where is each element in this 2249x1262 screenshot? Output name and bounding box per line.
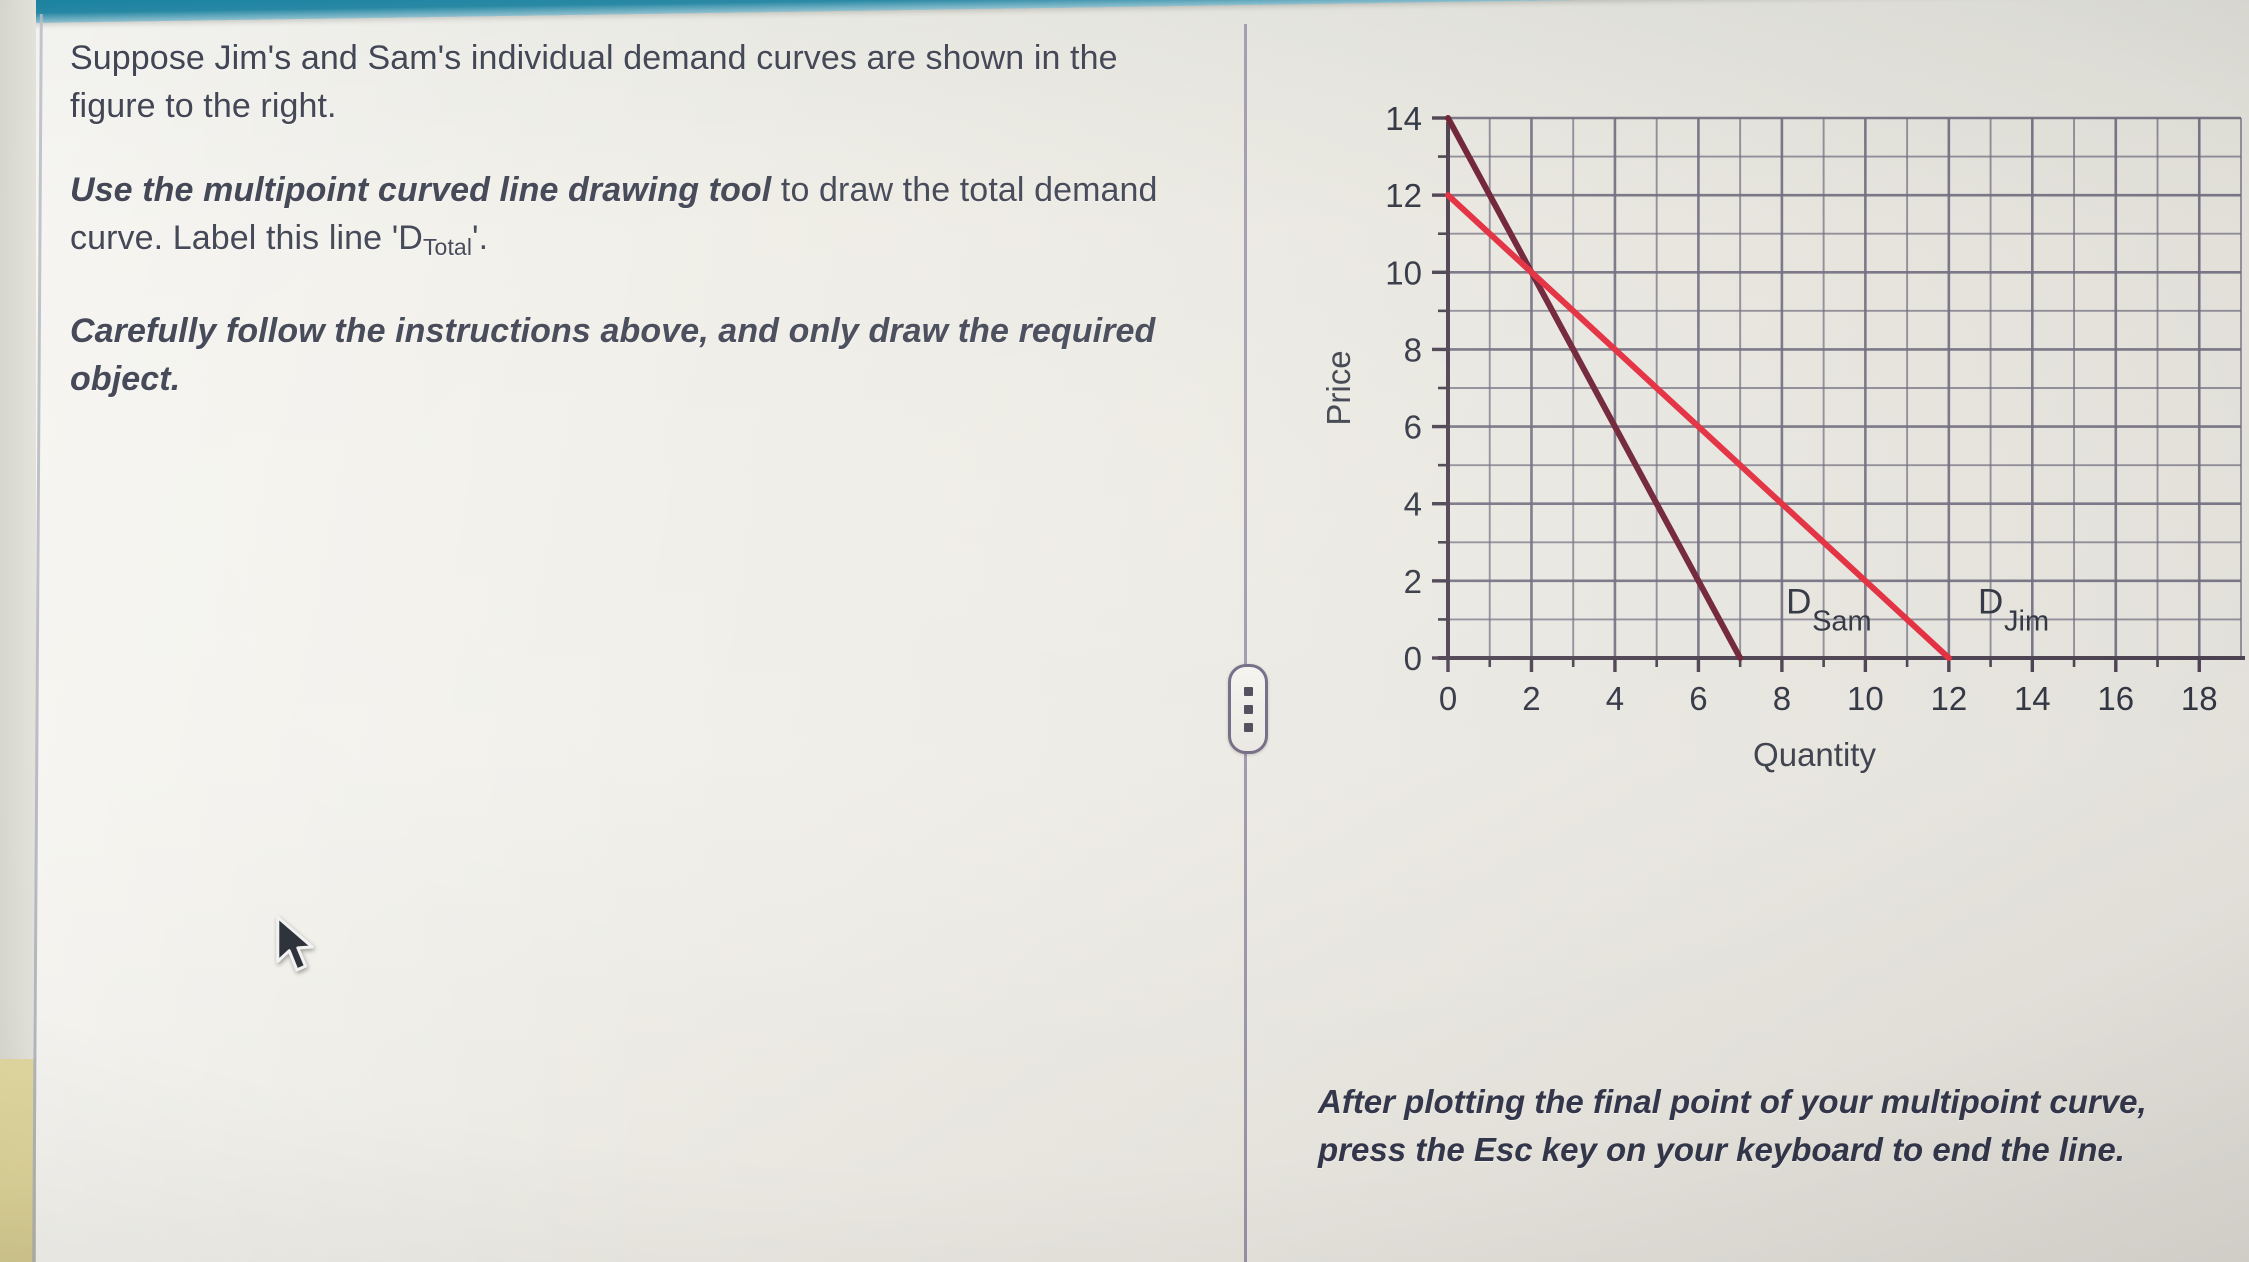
x-tick-label: 6 bbox=[1689, 680, 1707, 717]
x-tick-label: 10 bbox=[1847, 680, 1884, 717]
y-tick-label: 0 bbox=[1404, 640, 1422, 677]
y-tick-label: 4 bbox=[1404, 486, 1422, 523]
x-tick-label: 8 bbox=[1773, 680, 1791, 717]
curve-label-main: D bbox=[1978, 583, 2003, 622]
y-tick-label: 6 bbox=[1404, 409, 1422, 446]
y-tick-label: 2 bbox=[1404, 563, 1422, 600]
x-tick-label: 16 bbox=[2097, 680, 2134, 717]
chart-ticks bbox=[1432, 116, 2201, 672]
handle-dot-3 bbox=[1243, 722, 1253, 732]
pane-divider-handle[interactable] bbox=[1228, 664, 1268, 754]
curve-label-subscript: Jim bbox=[2004, 606, 2049, 638]
x-tick-label: 18 bbox=[2181, 680, 2218, 717]
problem-paragraph-2-suffix: '. bbox=[472, 219, 489, 257]
problem-paragraph-3: Carefully follow the instructions above,… bbox=[70, 312, 1156, 398]
demand-curve-d-sam bbox=[1445, 115, 1744, 661]
problem-paragraph-1: Suppose Jim's and Sam's individual deman… bbox=[70, 39, 1118, 125]
x-tick-label: 14 bbox=[2014, 680, 2051, 717]
y-tick-label: 8 bbox=[1404, 331, 1422, 368]
x-tick-label: 4 bbox=[1606, 680, 1624, 717]
chart-series bbox=[1445, 115, 1952, 661]
curve-label-d-jim: D Jim bbox=[1978, 583, 2049, 638]
y-tick-label: 12 bbox=[1385, 177, 1422, 214]
y-tick-label: 14 bbox=[1385, 100, 1422, 137]
arrow-pointer-icon bbox=[276, 915, 314, 972]
x-tick-label: 12 bbox=[1930, 680, 1967, 717]
d-total-subscript: Total bbox=[422, 234, 473, 260]
curve-label-main: D bbox=[1786, 583, 1811, 622]
problem-pane: Suppose Jim's and Sam's individual deman… bbox=[70, 34, 1170, 439]
drawing-tool-emphasis: Use the multipoint curved line drawing t… bbox=[70, 171, 772, 209]
grid-minor bbox=[1446, 116, 2242, 660]
handle-dot-1 bbox=[1243, 686, 1253, 696]
x-tick-label: 2 bbox=[1522, 680, 1540, 717]
left-yellow-strip bbox=[0, 1059, 36, 1262]
problem-paragraph-2-rest: to draw the total demand curve. Label th… bbox=[70, 171, 1158, 257]
chart-series-labels: D Sam D Jim bbox=[1786, 583, 2049, 638]
demand-curve-d-jim bbox=[1445, 192, 1952, 661]
x-tick-label: 0 bbox=[1439, 680, 1457, 717]
pane-divider bbox=[1244, 24, 1247, 1262]
problem-paragraph-2: Use the multipoint curved line drawing t… bbox=[70, 166, 1170, 271]
demand-curve-chart[interactable]: 0 2 4 6 8 10 12 14 16 18 0 2 4 6 8 10 12 14 D Sam D Jim Quan… bbox=[1256, 40, 2249, 1040]
curve-label-subscript: Sam bbox=[1812, 606, 1872, 638]
y-axis-title: Price bbox=[1320, 350, 1357, 425]
esc-instruction-line-2: press the Esc key on your keyboard to en… bbox=[1318, 1131, 2125, 1168]
esc-key-instruction: After plotting the final point of your m… bbox=[1318, 1078, 2218, 1174]
left-edge-shading bbox=[0, 0, 36, 1060]
x-axis-title: Quantity bbox=[1753, 736, 1876, 773]
esc-instruction-line-1: After plotting the final point of your m… bbox=[1318, 1083, 2147, 1120]
chart-axis-titles: Quantity Price bbox=[1320, 350, 1876, 773]
y-tick-label: 10 bbox=[1385, 254, 1422, 291]
curve-label-d-sam: D Sam bbox=[1786, 583, 1872, 638]
handle-dot-2 bbox=[1243, 704, 1253, 714]
chart-tick-labels: 0 2 4 6 8 10 12 14 16 18 0 2 4 6 8 10 12 14 bbox=[1385, 100, 2217, 717]
chart-axes bbox=[1438, 122, 2245, 660]
